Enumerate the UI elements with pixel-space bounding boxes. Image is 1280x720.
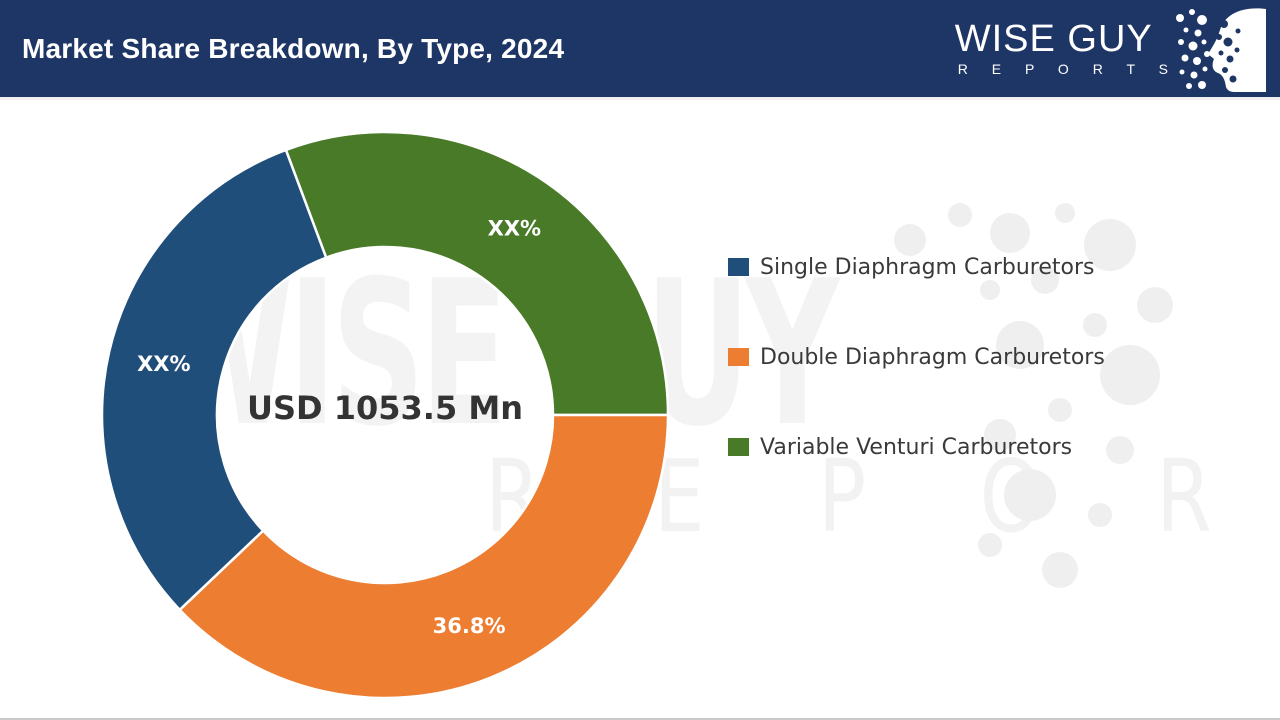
segment-label-single-diaphragm: XX% — [137, 352, 190, 376]
chart-center-value: USD 1053.5 Mn — [247, 389, 523, 427]
wiseguy-logo: WISE GUY R E P O R T S — [955, 6, 1268, 92]
logo-name-text: WISE GUY — [954, 18, 1153, 60]
legend-swatch-single-diaphragm — [728, 258, 749, 276]
watermark-dots-head — [894, 203, 1173, 588]
logo-head-icon — [1176, 7, 1266, 92]
segment-label-double-diaphragm: 36.8% — [433, 614, 506, 638]
legend-item-variable-venturi: Variable Venturi Carburetors — [728, 432, 1105, 462]
legend-label-single-diaphragm: Single Diaphragm Carburetors — [760, 254, 1095, 280]
donut-segment-double-diaphragm — [178, 413, 670, 700]
donut-segment-single-diaphragm — [100, 148, 328, 612]
donut-chart: XX% 36.8% XX% — [100, 130, 670, 700]
page-title: Market Share Breakdown, By Type, 2024 — [22, 32, 565, 64]
legend-item-single-diaphragm: Single Diaphragm Carburetors — [728, 252, 1105, 282]
legend-label-variable-venturi: Variable Venturi Carburetors — [760, 434, 1073, 460]
header-bar: Market Share Breakdown, By Type, 2024 WI… — [0, 0, 1280, 100]
logo-wordmark: WISE GUY R E P O R T S — [955, 20, 1178, 77]
segment-label-variable-venturi: XX% — [488, 216, 541, 240]
legend: Single Diaphragm Carburetors Double Diaph… — [728, 252, 1105, 462]
legend-swatch-double-diaphragm — [728, 348, 749, 366]
donut-segment-variable-venturi — [284, 130, 670, 417]
legend-swatch-variable-venturi — [728, 438, 749, 456]
logo-reports-text: R E P O R T S — [957, 61, 1178, 77]
legend-item-double-diaphragm: Double Diaphragm Carburetors — [728, 342, 1105, 372]
legend-label-double-diaphragm: Double Diaphragm Carburetors — [760, 344, 1105, 370]
